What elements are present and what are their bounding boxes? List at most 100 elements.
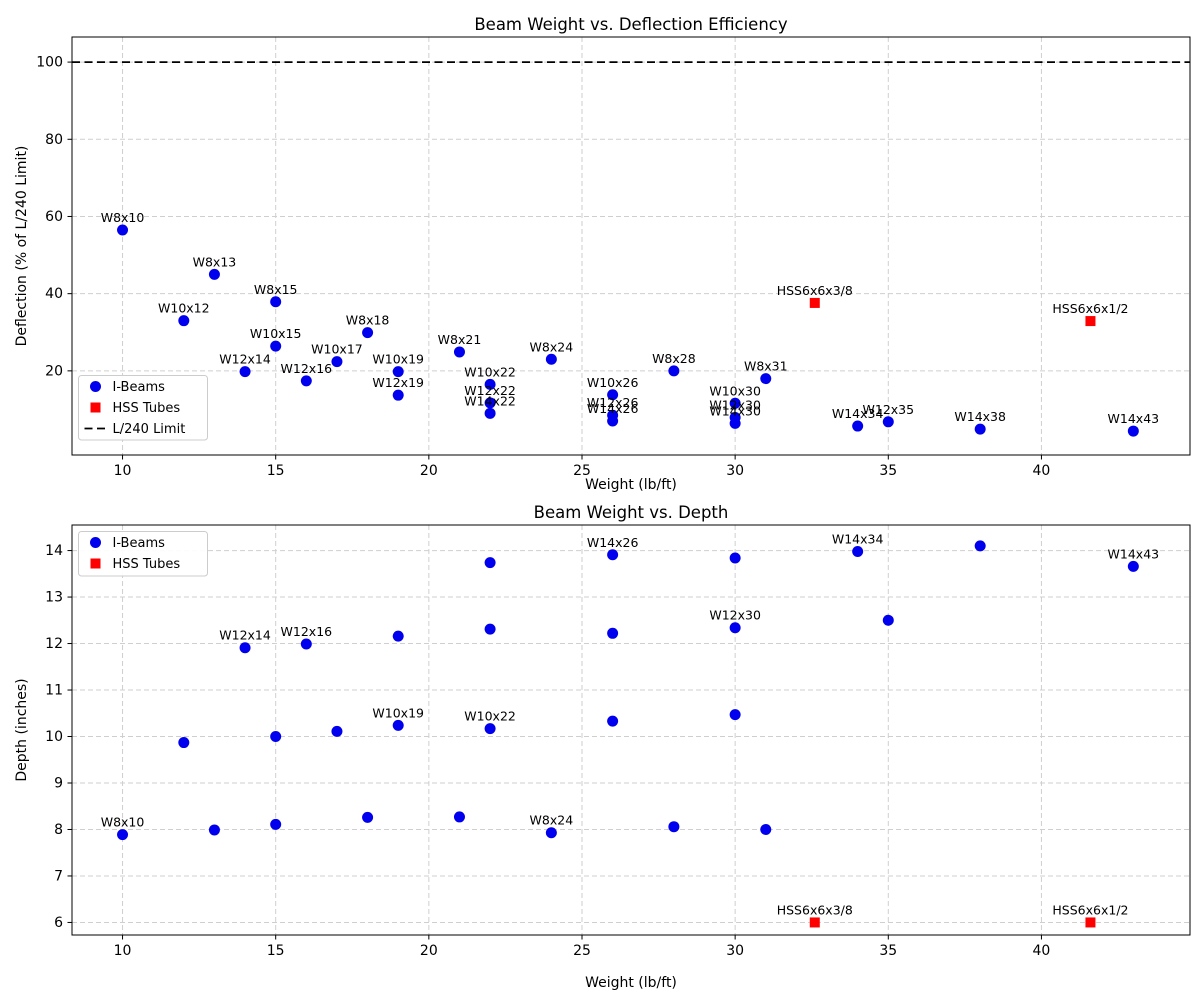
point-label-w12x26: W12x26: [587, 395, 639, 410]
legend: I-Beams HSS Tubes L/240 Limit: [78, 375, 208, 441]
point-label-w14x34: W14x34: [832, 406, 884, 421]
chart-beam-weight-vs-deflection-efficiency: 10 15 20 25 30 35 40 20 40 60 80 100 W8x10 W8x13 W8x15…: [36, 36, 1191, 479]
depth-chart-ylabel: Depth (inches): [14, 678, 30, 781]
point-w14x34: [852, 420, 864, 432]
y-tick-label-11: 11: [45, 683, 63, 699]
point-label-w10x22: W10x22: [464, 364, 516, 379]
point-w14x43: [1127, 560, 1139, 572]
point-w8x13: [208, 824, 220, 836]
point-label-w10x30: W10x30: [709, 383, 761, 398]
point-label-w10x19: W10x19: [372, 352, 424, 367]
point-w10x26: [607, 715, 619, 727]
y-tick-label-8: 8: [54, 822, 63, 838]
legend-label-i-beams: I-Beams: [113, 380, 166, 395]
deflection-chart-ylabel: Deflection (% of L/240 Limit): [14, 146, 30, 347]
point-label-w8x24: W8x24: [530, 813, 574, 828]
y-tick-label-9: 9: [54, 775, 63, 791]
point-label-w8x15: W8x15: [254, 282, 298, 297]
point-label-w10x26: W10x26: [587, 375, 639, 390]
point-w12x16: [300, 375, 312, 387]
point-w8x28: [668, 365, 680, 377]
x-tick-label-20: 20: [420, 463, 438, 479]
point-w14x22: [484, 557, 496, 569]
point-w12x19: [392, 630, 404, 642]
depth-chart-xlabel: Weight (lb/ft): [585, 975, 677, 991]
x-tick-label-40: 40: [1033, 943, 1051, 959]
point-w8x18: [362, 327, 374, 339]
y-tick-label-12: 12: [45, 636, 63, 652]
point-label-w14x38: W14x38: [954, 409, 1006, 424]
point-w8x15: [270, 296, 282, 308]
point-w12x22: [484, 397, 496, 409]
point-label-w14x30: W14x30: [709, 403, 761, 418]
plot-border: [71, 524, 1191, 936]
point-label-hss6x6x3-8: HSS6x6x3/8: [777, 902, 853, 917]
point-label-w12x35: W12x35: [863, 402, 915, 417]
point-label-w8x24: W8x24: [530, 339, 574, 354]
y-tick-label-6: 6: [54, 915, 63, 931]
y-tick-label-7: 7: [54, 868, 63, 884]
point-w10x30: [729, 709, 741, 721]
y-tick-label-20: 20: [45, 363, 63, 379]
deflection-chart-title: Beam Weight vs. Deflection Efficiency: [474, 15, 788, 34]
point-w8x10: [117, 224, 129, 236]
point-w10x17: [331, 356, 343, 368]
point-hss6x6x3-8: [809, 297, 820, 308]
x-tick-label-35: 35: [879, 463, 897, 479]
y-tick-label-40: 40: [45, 286, 63, 302]
y-tick-label-10: 10: [45, 729, 63, 745]
point-w10x19: [392, 719, 404, 731]
point-w10x30: [729, 397, 741, 409]
legend-label-i-beams: I-Beams: [113, 536, 166, 551]
point-label-w8x28: W8x28: [652, 351, 696, 366]
x-tick-label-25: 25: [573, 943, 591, 959]
point-label-w12x22: W12x22: [464, 383, 516, 398]
point-w14x30: [729, 552, 741, 564]
point-label-w10x12: W10x12: [158, 301, 210, 316]
y-tick-label-13: 13: [45, 590, 63, 606]
point-label-w12x30: W12x30: [709, 608, 761, 623]
x-tick-label-40: 40: [1033, 463, 1051, 479]
depth-chart-title: Beam Weight vs. Depth: [534, 503, 729, 522]
point-w8x21: [453, 811, 465, 823]
point-w12x16: [300, 638, 312, 650]
point-label-w14x43: W14x43: [1108, 411, 1160, 426]
point-w10x19: [392, 366, 404, 378]
point-w10x15: [270, 731, 282, 743]
point-label-w10x22: W10x22: [464, 709, 516, 724]
point-w10x22: [484, 378, 496, 390]
point-label-w12x14: W12x14: [219, 628, 271, 643]
point-label-w8x31: W8x31: [744, 359, 788, 374]
legend-marker-i-beams: [90, 537, 101, 548]
point-w8x24: [545, 827, 557, 839]
point-w12x19: [392, 389, 404, 401]
legend-box: [78, 531, 208, 577]
point-w14x30: [729, 417, 741, 429]
point-w12x35: [882, 614, 894, 626]
legend-label-l-240-limit: L/240 Limit: [113, 422, 186, 437]
point-w12x30: [729, 622, 741, 634]
point-hss6x6x1-2: [1085, 316, 1096, 327]
x-tick-label-35: 35: [879, 943, 897, 959]
point-label-hss6x6x1-2: HSS6x6x1/2: [1052, 902, 1128, 917]
x-tick-label-10: 10: [114, 943, 132, 959]
point-w14x43: [1127, 425, 1139, 437]
point-label-w12x19: W12x19: [372, 375, 424, 390]
point-w10x26: [607, 389, 619, 401]
point-label-w12x14: W12x14: [219, 352, 271, 367]
point-hss6x6x3-8: [809, 917, 820, 928]
x-tick-label-10: 10: [114, 463, 132, 479]
point-w12x14: [239, 366, 251, 378]
point-label-w8x21: W8x21: [438, 332, 482, 347]
legend-marker-i-beams: [90, 381, 101, 392]
point-label-w14x26: W14x26: [587, 401, 639, 416]
point-label-w14x26: W14x26: [587, 535, 639, 550]
point-label-w8x13: W8x13: [193, 254, 237, 269]
legend: I-Beams HSS Tubes: [78, 531, 208, 577]
x-tick-label-15: 15: [267, 463, 285, 479]
point-w8x24: [545, 353, 557, 365]
point-label-w12x16: W12x16: [281, 624, 333, 639]
point-w10x15: [270, 340, 282, 352]
point-label-w8x18: W8x18: [346, 313, 390, 328]
